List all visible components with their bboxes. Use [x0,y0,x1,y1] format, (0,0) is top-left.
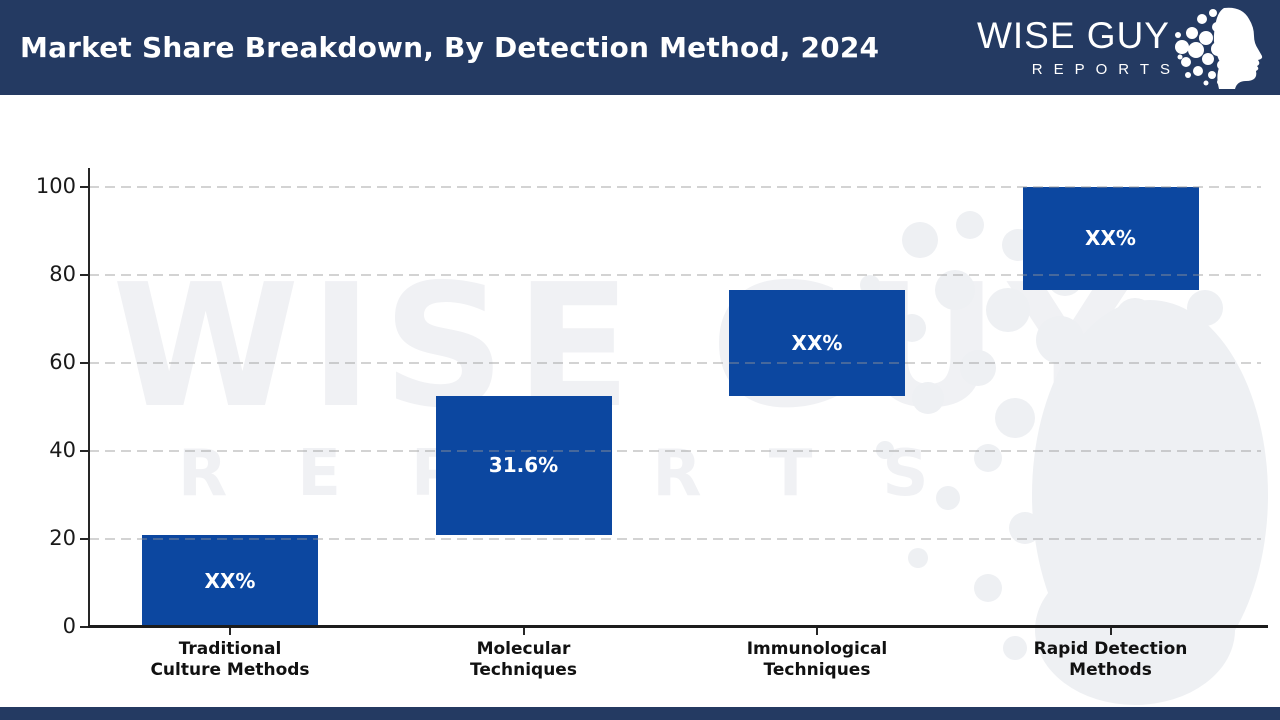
x-axis-line [88,625,1268,628]
x-tick-mark [229,628,231,635]
y-tick-label: 20 [49,526,76,550]
brand-name: WISE GUY [976,15,1170,56]
y-tick-mark [80,274,88,276]
x-category-label: Molecular Techniques [384,639,664,681]
y-tick-label: 100 [35,174,76,198]
watermark-face-pattern [860,211,1268,705]
bar-value-label: 31.6% [488,453,559,478]
footer-bar [0,707,1280,720]
y-tick-mark [80,362,88,364]
x-category-label-line: Molecular [476,639,571,659]
bar-value-label: XX% [1085,226,1136,251]
bar-value-label: XX% [204,568,256,593]
x-category-label-line: Culture Methods [150,660,310,680]
x-category-label-line: Techniques [470,660,577,680]
gridline [89,450,1261,452]
x-category-label-line: Immunological [746,639,888,659]
x-tick-mark [522,628,525,635]
x-category-label-line: Rapid Detection [1033,639,1188,659]
gridline [89,362,1261,364]
y-tick-mark [80,538,88,540]
gridline [89,186,1261,188]
header: Market Share Breakdown, By Detection Met… [0,0,1280,95]
y-tick-label: 0 [62,614,76,638]
bar-segment: XX% [729,289,905,396]
bar-value-label: XX% [791,330,843,355]
brand-text: WISE GUY REPORTS [977,17,1170,78]
bar-segment: 31.6% [435,395,612,535]
x-category-label-line: Methods [1069,660,1152,680]
y-tick-label: 80 [49,262,76,286]
gridline [89,274,1261,276]
y-tick-label: 40 [49,438,76,462]
y-tick-mark [80,450,88,452]
x-category-label: Immunological Techniques [677,639,957,681]
y-axis-line [88,168,90,627]
brand-logo: WISE GUY REPORTS [977,5,1264,91]
x-tick-mark [1109,628,1112,635]
page-title: Market Share Breakdown, By Detection Met… [20,31,880,64]
y-tick-mark [80,186,88,188]
y-tick-mark [80,626,88,628]
x-category-label: Traditional Culture Methods [90,639,370,681]
gridline [89,538,1261,540]
x-category-label-line: Techniques [763,660,871,680]
brand-subtitle: REPORTS [1031,61,1181,78]
wiseguy-face-icon [1175,7,1263,89]
x-category-label: Rapid Detection Methods [971,639,1251,681]
y-tick-label: 60 [49,350,76,374]
x-category-label-line: Traditional [178,639,282,659]
bar-segment: XX% [142,534,318,627]
x-tick-mark [816,628,818,635]
bar-segment: XX% [1022,187,1199,290]
